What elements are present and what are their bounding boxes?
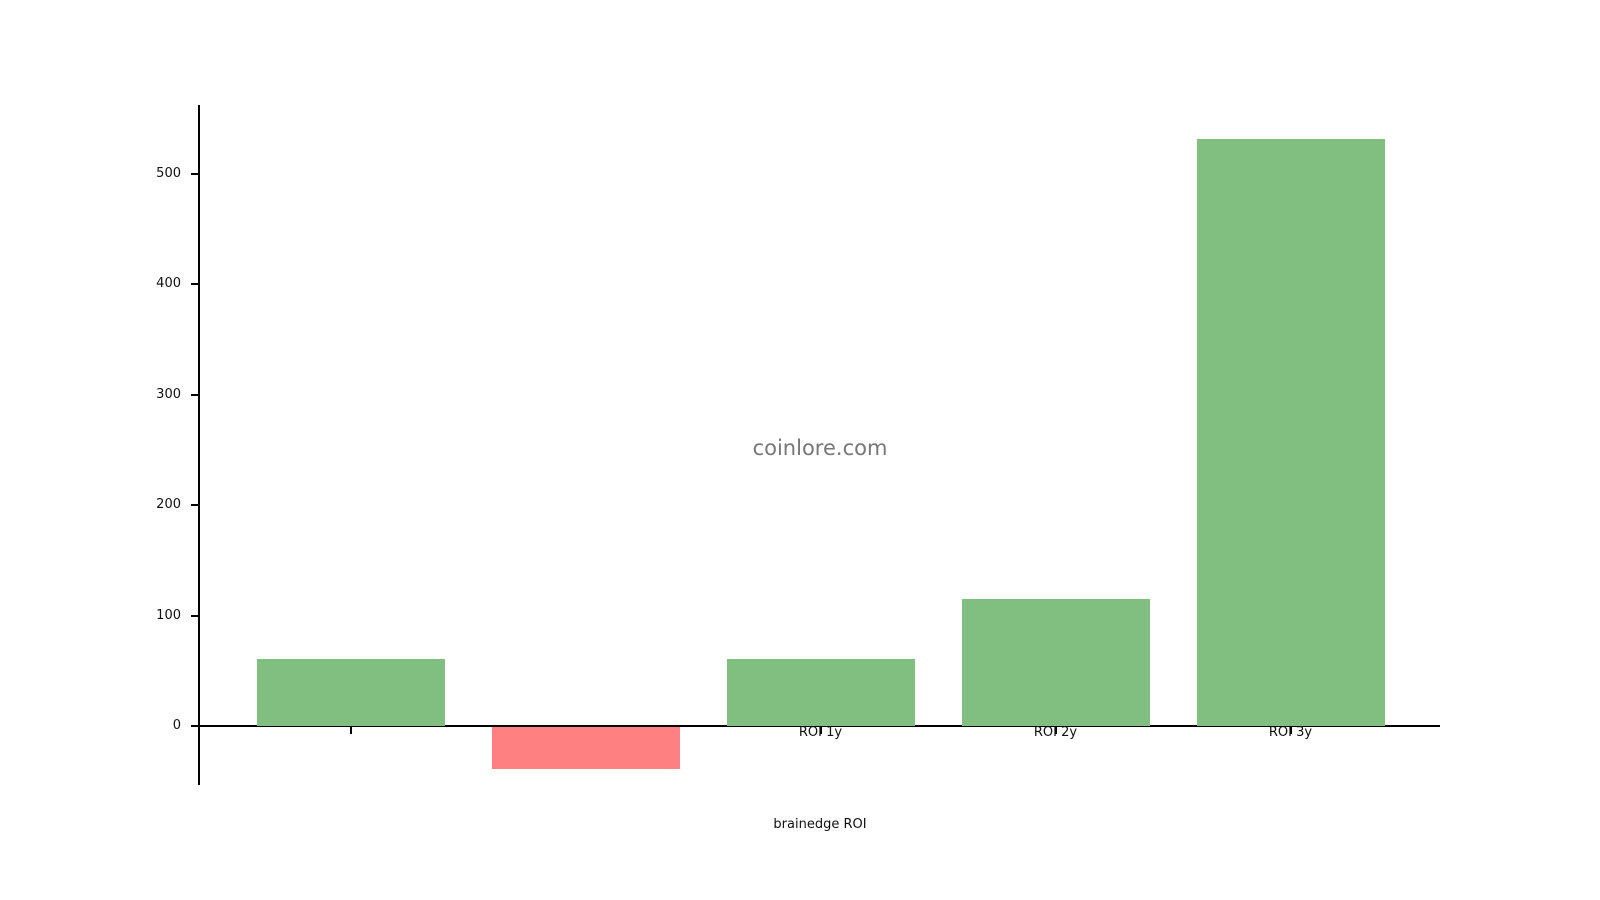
- x-tick-mark: [349, 727, 352, 734]
- y-tick-mark: [191, 614, 198, 617]
- y-tick-mark: [191, 504, 198, 507]
- x-tick-mark: [1054, 727, 1057, 734]
- bar-roi-1y: [726, 658, 915, 726]
- y-tick-label: 500: [156, 166, 181, 181]
- y-tick-mark: [191, 283, 198, 286]
- bar-roi-3y: [1196, 138, 1385, 726]
- y-tick-label: 400: [156, 276, 181, 292]
- x-tick-mark: [1289, 727, 1292, 734]
- x-category-label: ROI 2y: [1033, 725, 1078, 740]
- x-axis-title: brainedge ROI: [773, 817, 867, 832]
- y-tick-label: 300: [156, 386, 181, 402]
- bar-roi-2y: [961, 599, 1150, 726]
- x-tick-mark: [819, 727, 822, 734]
- x-category-label: ROI 3y: [1268, 725, 1313, 740]
- bar-unlabeled-2: [491, 727, 680, 769]
- y-tick-label: 100: [156, 607, 181, 623]
- x-category-label: ROI 1y: [798, 725, 843, 740]
- bar-unlabeled-1: [256, 658, 445, 726]
- y-tick-mark: [191, 173, 198, 175]
- y-tick-label: 0: [172, 718, 181, 733]
- y-tick-mark: [191, 725, 198, 727]
- x-axis-zero-line: [200, 725, 1440, 727]
- y-tick-label: 200: [156, 497, 181, 513]
- watermark: coinlore.com: [752, 436, 888, 460]
- y-tick-mark: [191, 393, 198, 396]
- y-axis-spine: [198, 105, 200, 785]
